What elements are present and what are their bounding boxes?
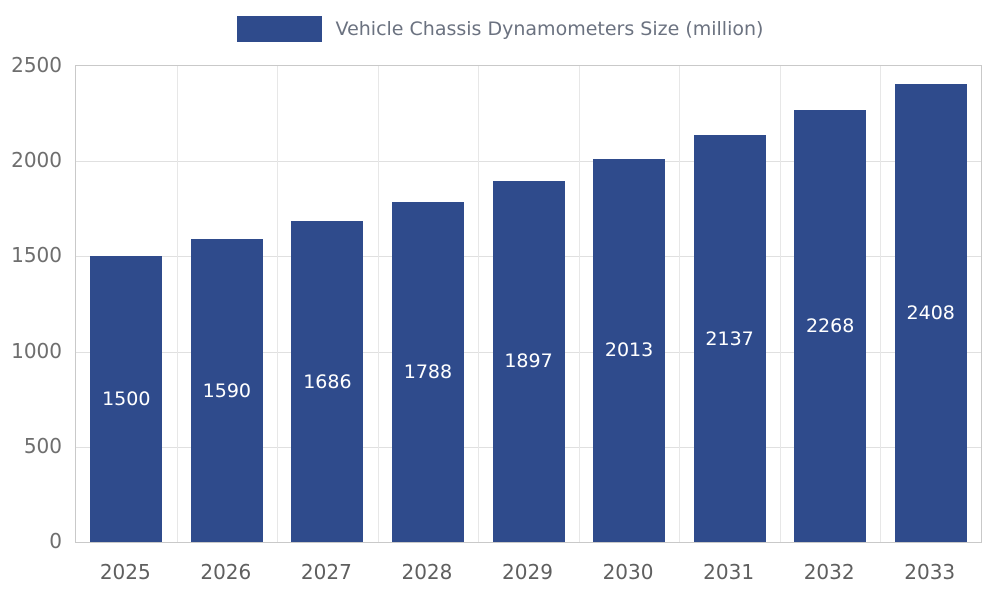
x-tick-label: 2033 xyxy=(904,560,956,584)
gridline-vertical xyxy=(880,66,882,542)
gridline-vertical xyxy=(377,66,379,542)
y-tick-label: 500 xyxy=(23,433,62,458)
bar-value-label: 2137 xyxy=(705,327,754,350)
bar-2033: 2408 xyxy=(894,83,967,542)
bar-value-label: 1686 xyxy=(303,370,352,393)
bar-value-label: 1788 xyxy=(403,360,453,383)
bar-value-label: 1897 xyxy=(504,350,553,373)
y-tick-label: 0 xyxy=(49,529,62,553)
plot-area: 1500 1590 1686 1788 1897 2013 2137 2268 2408 xyxy=(75,65,982,543)
gridline-horizontal xyxy=(76,161,981,163)
x-tick-label: 2031 xyxy=(703,560,755,584)
bar-2025: 1500 xyxy=(90,256,163,542)
y-tick-label: 2000 xyxy=(11,148,62,173)
y-tick-label: 1500 xyxy=(11,243,62,268)
x-tick-label: 2029 xyxy=(502,560,553,584)
bar-2027: 1686 xyxy=(291,221,364,542)
bar-2031: 2137 xyxy=(693,135,766,542)
gridline-vertical xyxy=(578,66,580,542)
bar-2026: 1590 xyxy=(190,239,263,542)
x-tick-label: 2028 xyxy=(401,560,453,584)
gridline-vertical xyxy=(176,66,178,542)
bar-value-label: 1590 xyxy=(202,379,251,402)
x-tick-label: 2027 xyxy=(300,560,352,584)
legend-swatch xyxy=(236,16,322,42)
bar-2029: 1897 xyxy=(492,180,565,542)
x-tick-label: 2026 xyxy=(200,560,252,584)
y-tick-label: 1000 xyxy=(11,338,62,363)
legend[interactable]: Vehicle Chassis Dynamometers Size (milli… xyxy=(0,16,1000,42)
y-tick-label: 2500 xyxy=(11,53,62,77)
bar-value-label: 2013 xyxy=(604,339,654,362)
x-tick-label: 2030 xyxy=(602,560,654,584)
bar-2032: 2268 xyxy=(794,110,867,542)
bar-2028: 1788 xyxy=(391,201,464,542)
bar-value-label: 2268 xyxy=(805,315,855,338)
gridline-vertical xyxy=(679,66,681,542)
gridline-vertical xyxy=(779,66,781,542)
bar-2030: 2013 xyxy=(593,158,666,542)
bar-value-label: 1500 xyxy=(102,388,151,411)
x-tick-label: 2025 xyxy=(99,560,151,584)
x-tick-label: 2032 xyxy=(803,560,855,584)
gridline-vertical xyxy=(277,66,279,542)
legend-label: Vehicle Chassis Dynamometers Size (milli… xyxy=(335,18,764,40)
bar-value-label: 2408 xyxy=(906,301,955,324)
gridline-vertical xyxy=(478,66,480,542)
